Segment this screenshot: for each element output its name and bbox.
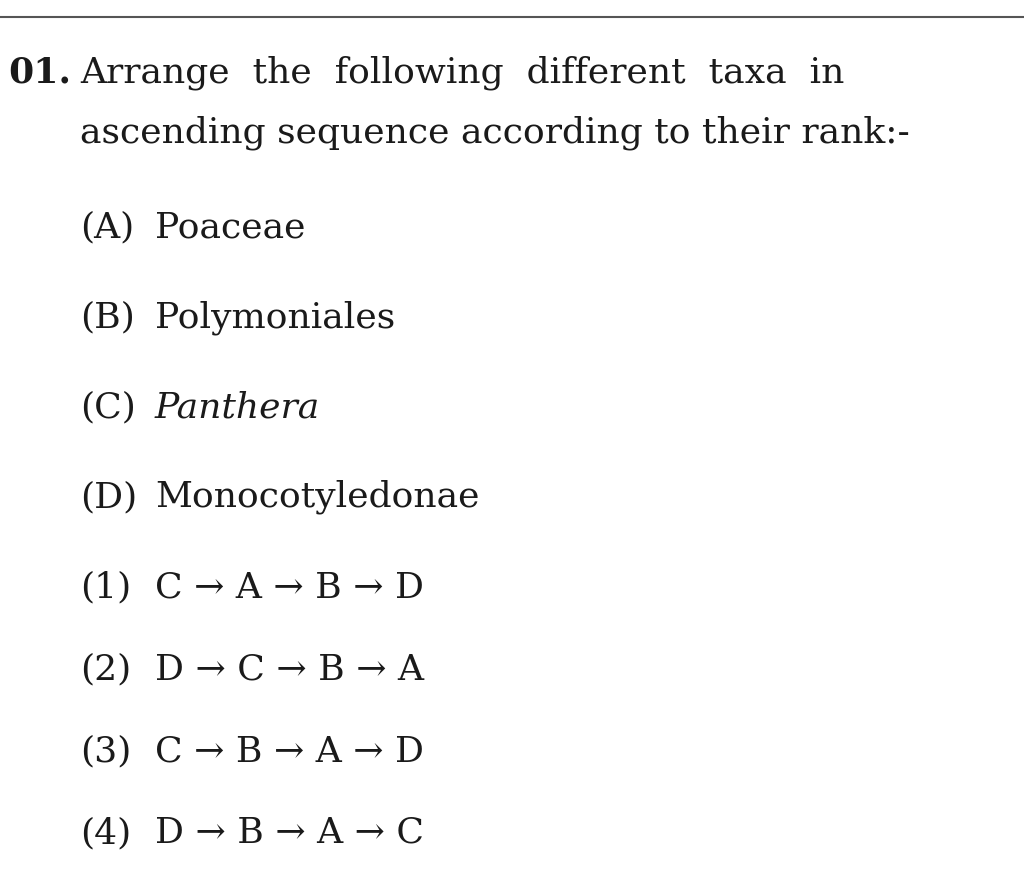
Text: (D): (D) [80, 479, 137, 513]
Text: Polymoniales: Polymoniales [155, 299, 395, 334]
Text: (B): (B) [80, 299, 135, 333]
Text: C → A → B → D: C → A → B → D [155, 569, 424, 603]
Text: D → B → A → C: D → B → A → C [155, 815, 424, 849]
Text: D → C → B → A: D → C → B → A [155, 651, 424, 685]
Text: Arrange  the  following  different  taxa  in: Arrange the following different taxa in [80, 55, 845, 89]
Text: 01.: 01. [8, 55, 71, 89]
Text: (4): (4) [80, 815, 131, 849]
Text: Monocotyledonae: Monocotyledonae [155, 479, 479, 514]
Text: (3): (3) [80, 733, 131, 767]
Text: ascending sequence according to their rank:-: ascending sequence according to their ra… [80, 114, 909, 149]
Text: Panthera: Panthera [155, 390, 321, 424]
Text: (1): (1) [80, 569, 131, 603]
Text: Poaceae: Poaceae [155, 210, 305, 244]
Text: (C): (C) [80, 390, 136, 424]
Text: (A): (A) [80, 210, 134, 244]
Text: C → B → A → D: C → B → A → D [155, 733, 424, 767]
Text: (2): (2) [80, 651, 131, 685]
